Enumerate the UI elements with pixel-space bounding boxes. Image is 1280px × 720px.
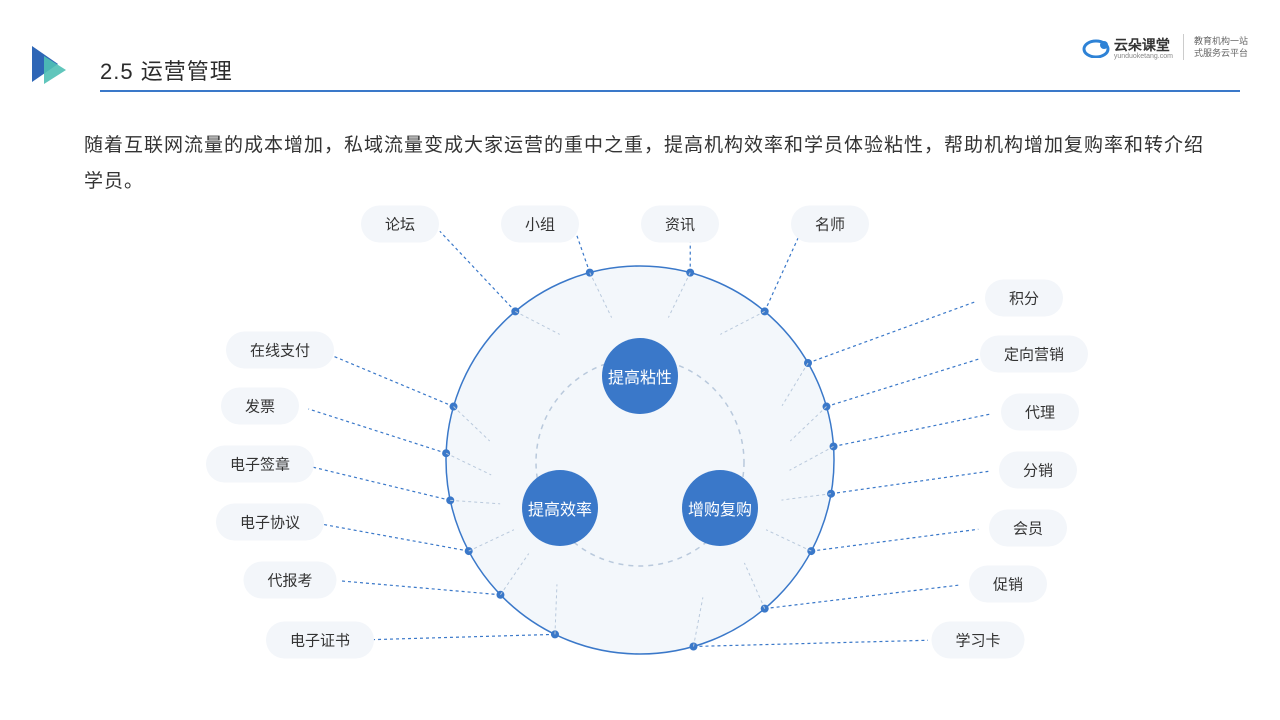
pill-p-distrib: 分销 <box>999 452 1077 489</box>
pill-p-news: 资讯 <box>641 206 719 243</box>
pill-p-invoice: 发票 <box>221 388 299 425</box>
pill-p-points: 积分 <box>985 280 1063 317</box>
logo-tag-1: 教育机构一站 <box>1194 35 1248 47</box>
pill-p-agreement: 电子协议 <box>216 504 324 541</box>
hub-h-efficiency: 提高效率 <box>522 470 598 546</box>
description-text: 随着互联网流量的成本增加，私域流量变成大家运营的重中之重，提高机构效率和学员体验… <box>84 128 1204 200</box>
pill-p-cert: 电子证书 <box>266 622 374 659</box>
section-number: 2.5 <box>100 59 134 84</box>
title-underline <box>100 90 1240 92</box>
page-title: 2.5 运营管理 <box>100 54 233 86</box>
section-title: 运营管理 <box>141 59 233 84</box>
logo-divider <box>1183 34 1184 60</box>
pill-p-group: 小组 <box>501 206 579 243</box>
pill-p-teacher: 名师 <box>791 206 869 243</box>
pill-p-forum: 论坛 <box>361 206 439 243</box>
pill-p-promo: 促销 <box>969 566 1047 603</box>
brand-logo: 云朵课堂 yunduoketang.com 教育机构一站 式服务云平台 <box>1082 34 1248 60</box>
pill-p-exam: 代报考 <box>243 562 336 599</box>
operations-diagram: 论坛 小组 资讯 名师在线支付发票电子签章电子协议代报考电子证书 积分定向营销代理分销会… <box>0 200 1280 700</box>
hub-h-sticky: 提高粘性 <box>602 338 678 414</box>
pill-p-card: 学习卡 <box>931 622 1024 659</box>
pill-p-agent: 代理 <box>1001 394 1079 431</box>
pill-p-member: 会员 <box>989 510 1067 547</box>
slide-corner-icon <box>30 44 70 89</box>
logo-main: 云朵课堂 <box>1114 35 1173 55</box>
pill-p-pay: 在线支付 <box>226 332 334 369</box>
logo-sub: yunduoketang.com <box>1114 53 1173 60</box>
hub-h-repurchase: 增购复购 <box>682 470 758 546</box>
pill-p-sign: 电子签章 <box>206 446 314 483</box>
pill-p-marketing: 定向营销 <box>980 336 1088 373</box>
logo-tag-2: 式服务云平台 <box>1194 47 1248 59</box>
